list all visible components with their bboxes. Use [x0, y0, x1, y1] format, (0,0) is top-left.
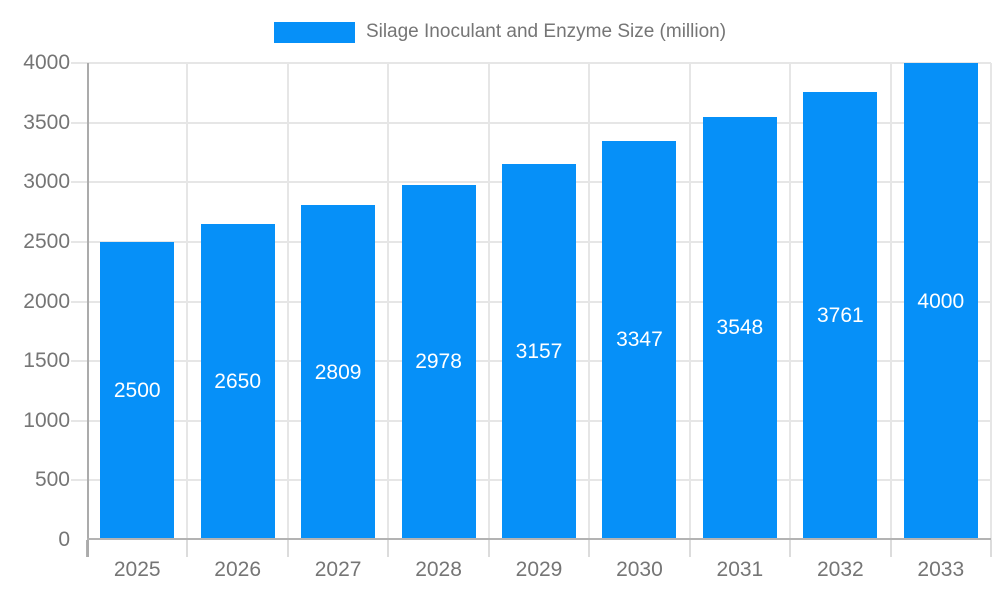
x-gridline [588, 63, 591, 540]
legend-item[interactable]: Silage Inoculant and Enzyme Size (millio… [273, 21, 727, 43]
y-axis-line [87, 63, 89, 557]
x-gridline [990, 63, 992, 540]
y-axis-tick-label: 3500 [23, 110, 70, 134]
x-axis-line [87, 538, 991, 540]
x-axis-tick-label: 2029 [515, 558, 563, 581]
chart-legend: Silage Inoculant and Enzyme Size (millio… [0, 21, 1000, 43]
legend-swatch-icon [273, 21, 355, 43]
bar[interactable] [401, 184, 476, 540]
y-gridline [71, 121, 991, 124]
y-gridline [71, 62, 991, 64]
bar-value-label: 3157 [515, 339, 563, 363]
x-axis-tick [286, 540, 289, 557]
bar[interactable] [200, 224, 275, 540]
y-axis-tick-label: 1500 [23, 349, 70, 373]
x-gridline [286, 63, 289, 540]
bar-value-label: 3548 [716, 316, 764, 340]
x-axis-tick-label: 2026 [214, 558, 262, 581]
bar-value-label: 2650 [214, 369, 262, 393]
x-axis-tick-label: 2031 [716, 558, 764, 581]
x-axis-tick [487, 540, 490, 557]
x-axis-tick [789, 540, 792, 557]
x-axis-tick-label: 2027 [314, 558, 362, 581]
y-axis-tick-label: 500 [34, 468, 70, 492]
y-axis-tick-label: 2000 [23, 289, 70, 313]
x-axis-tick [588, 540, 591, 557]
x-axis-tick [688, 540, 691, 557]
x-axis-tick [889, 540, 892, 557]
y-axis-tick-label: 4000 [23, 51, 70, 74]
x-axis-tick-label: 2030 [616, 558, 663, 581]
y-axis-tick-label: 2500 [23, 229, 70, 253]
y-axis-tick-label: 1000 [23, 408, 70, 432]
bar-value-label: 4000 [917, 289, 965, 313]
x-gridline [688, 63, 691, 540]
plot-area: 2500 2650 2809 2978 3157 3347 3548 3761 4000 [71, 62, 992, 557]
bar-value-label: 3761 [816, 303, 864, 327]
x-axis-tick-label: 2032 [816, 558, 864, 581]
y-axis-tick-label: 0 [58, 528, 70, 551]
x-axis-tick [186, 540, 189, 557]
bar-value-label: 2978 [415, 350, 462, 374]
bar[interactable] [100, 241, 175, 540]
x-gridline [789, 63, 792, 540]
bar[interactable] [301, 205, 376, 540]
x-gridline [889, 63, 892, 540]
x-axis-tick-label: 2028 [415, 558, 462, 581]
x-axis-tick [387, 540, 390, 557]
bar[interactable] [903, 63, 978, 540]
bar[interactable] [702, 116, 777, 540]
bar[interactable] [803, 91, 878, 540]
legend-series-label: Silage Inoculant and Enzyme Size (millio… [365, 21, 727, 42]
y-axis-tick-label: 3000 [23, 170, 70, 194]
bar-value-label: 2500 [113, 378, 161, 402]
x-gridline [186, 63, 189, 540]
x-axis-tick-label: 2025 [113, 558, 161, 581]
x-axis-tick [990, 540, 992, 557]
bar[interactable] [502, 163, 576, 540]
bar-value-label: 2809 [314, 360, 362, 384]
bar[interactable] [602, 140, 677, 540]
bar-value-label: 3347 [616, 328, 663, 352]
x-gridline [387, 63, 390, 540]
x-axis-tick-label: 2033 [917, 558, 965, 581]
x-gridline [487, 63, 490, 540]
